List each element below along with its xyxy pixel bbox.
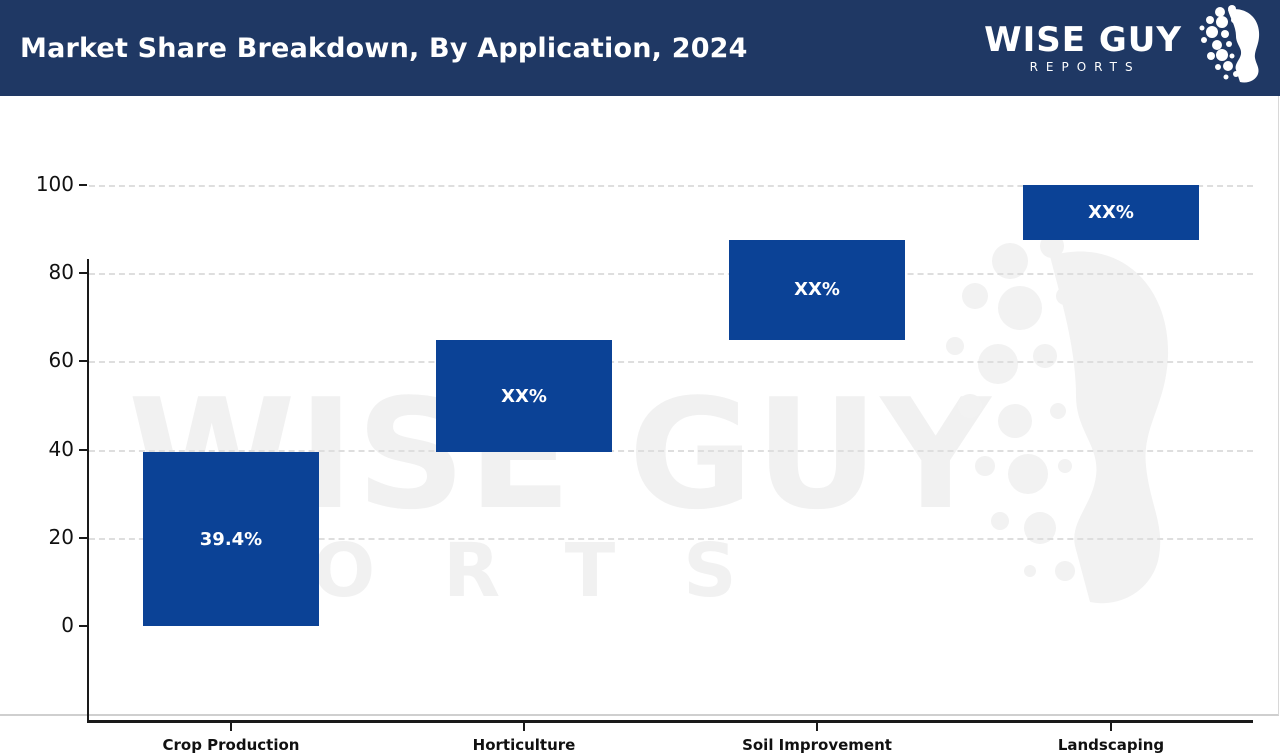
x-category-label: Landscaping: [1057, 736, 1165, 754]
bar-soil-improvement: XX%: [729, 239, 905, 341]
y-tick-label: 60: [48, 348, 74, 373]
bar-value-label: XX%: [501, 385, 547, 407]
bar-value-label: XX%: [794, 279, 840, 301]
brand-subname: REPORTS: [1029, 60, 1141, 74]
y-axis-line: [87, 259, 89, 722]
gridline-y-20: [89, 537, 1253, 540]
y-tick-label: 40: [48, 436, 74, 461]
y-tick-mark: [79, 272, 87, 275]
bar-landscaping: XX%: [1023, 185, 1199, 240]
x-category-label: Horticulture: [472, 736, 576, 754]
brand-name: WISE GUY: [984, 20, 1182, 60]
gridline-y-80: [89, 273, 1253, 276]
bar-crop-production: 39.4%: [143, 452, 319, 626]
chart-canvas: WISE GUY PORTS 0 20 40 60 80 100 39.4% Crop Pro…: [0, 96, 1279, 754]
y-tick-mark: [79, 360, 87, 363]
y-tick-mark: [79, 625, 87, 627]
x-category-label: Soil Improvement: [742, 736, 892, 754]
x-axis-line: [87, 720, 1253, 723]
x-tick-mark: [230, 723, 232, 731]
gridline-y-60: [89, 361, 1253, 364]
watermark-head-icon: [880, 216, 1180, 620]
y-tick-label: 20: [48, 524, 74, 549]
y-tick-mark: [79, 184, 87, 186]
x-tick-mark: [816, 723, 818, 731]
y-tick-mark: [79, 448, 87, 451]
bar-value-label: 39.4%: [199, 528, 263, 550]
gridline-y-100: [89, 185, 1253, 187]
chart-title: Market Share Breakdown, By Application, …: [20, 32, 748, 64]
brand-head-icon: [1184, 4, 1262, 92]
x-tick-mark: [523, 723, 525, 731]
brand-logo: WISE GUY REPORTS: [984, 4, 1262, 92]
x-tick-mark: [1110, 723, 1112, 731]
bar-value-label: XX%: [1088, 201, 1134, 223]
header-bar: Market Share Breakdown, By Application, …: [0, 0, 1280, 96]
y-tick-label: 80: [48, 260, 74, 285]
bar-horticulture: XX%: [436, 340, 612, 453]
y-tick-label: 100: [35, 172, 74, 196]
x-category-label: Crop Production: [162, 736, 300, 754]
gridline-y-40: [89, 449, 1253, 452]
y-tick-label: 0: [61, 613, 74, 637]
y-tick-mark: [79, 536, 87, 539]
